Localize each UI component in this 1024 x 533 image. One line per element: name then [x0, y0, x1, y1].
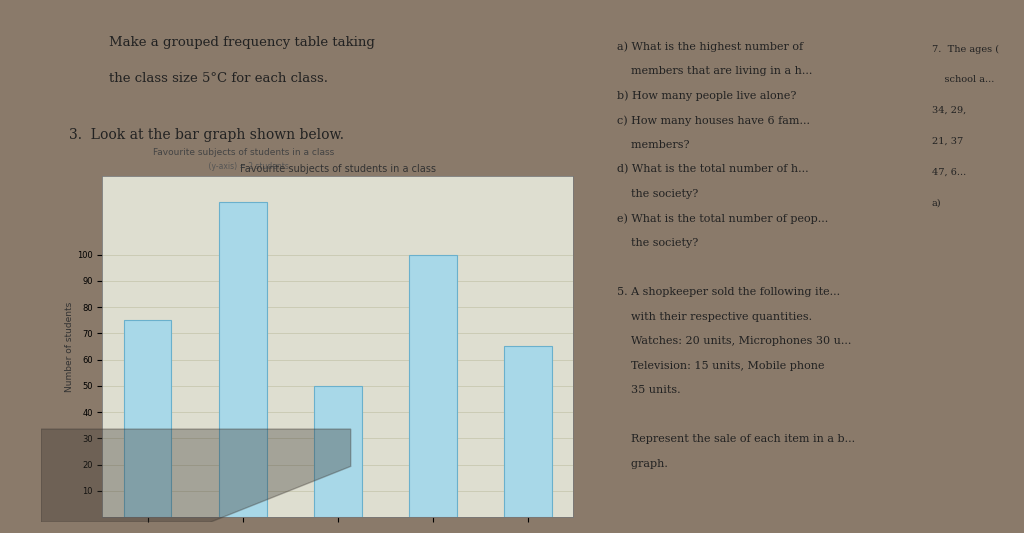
Text: 21, 37: 21, 37 — [932, 136, 964, 146]
Bar — [505, 346, 552, 517]
Bar — [219, 202, 266, 517]
Polygon shape — [41, 429, 350, 522]
Text: the class size 5°C for each class.: the class size 5°C for each class. — [109, 72, 328, 85]
Text: e) What is the total number of peop...: e) What is the total number of peop... — [617, 213, 828, 224]
Text: 7.  The ages (: 7. The ages ( — [932, 44, 999, 54]
Text: the society?: the society? — [617, 238, 698, 248]
Bar — [410, 255, 457, 517]
Text: members?: members? — [617, 140, 690, 150]
Text: members that are living in a h...: members that are living in a h... — [617, 66, 813, 76]
Text: d) What is the total number of h...: d) What is the total number of h... — [617, 164, 809, 174]
Text: 3.  Look at the bar graph shown below.: 3. Look at the bar graph shown below. — [70, 127, 344, 142]
Text: 34, 29,: 34, 29, — [932, 106, 966, 115]
Text: a): a) — [932, 198, 941, 207]
Y-axis label: Number of students: Number of students — [66, 301, 74, 392]
Text: b) How many people live alone?: b) How many people live alone? — [617, 91, 797, 101]
Text: Watches: 20 units, Microphones 30 u...: Watches: 20 units, Microphones 30 u... — [617, 336, 852, 346]
Text: the society?: the society? — [617, 189, 698, 199]
Text: (y-axis) = 2 students: (y-axis) = 2 students — [199, 162, 289, 171]
Text: with their respective quantities.: with their respective quantities. — [617, 311, 812, 321]
Text: Represent the sale of each item in a b...: Represent the sale of each item in a b..… — [617, 434, 855, 445]
Text: graph.: graph. — [617, 459, 668, 469]
Text: 35 units.: 35 units. — [617, 385, 681, 395]
Text: 5. A shopkeeper sold the following ite...: 5. A shopkeeper sold the following ite..… — [617, 287, 841, 297]
Text: Make a grouped frequency table taking: Make a grouped frequency table taking — [109, 36, 375, 50]
Text: c) How many houses have 6 fam...: c) How many houses have 6 fam... — [617, 115, 810, 126]
Text: 47, 6...: 47, 6... — [932, 167, 966, 176]
Text: Favourite subjects of students in a class: Favourite subjects of students in a clas… — [153, 148, 335, 157]
Title: Favourite subjects of students in a class: Favourite subjects of students in a clas… — [240, 164, 436, 174]
Text: school a...: school a... — [932, 75, 994, 84]
Text: a) What is the highest number of: a) What is the highest number of — [617, 42, 804, 52]
Bar — [314, 386, 361, 517]
Bar — [124, 320, 171, 517]
Text: Television: 15 units, Mobile phone: Television: 15 units, Mobile phone — [617, 361, 824, 370]
